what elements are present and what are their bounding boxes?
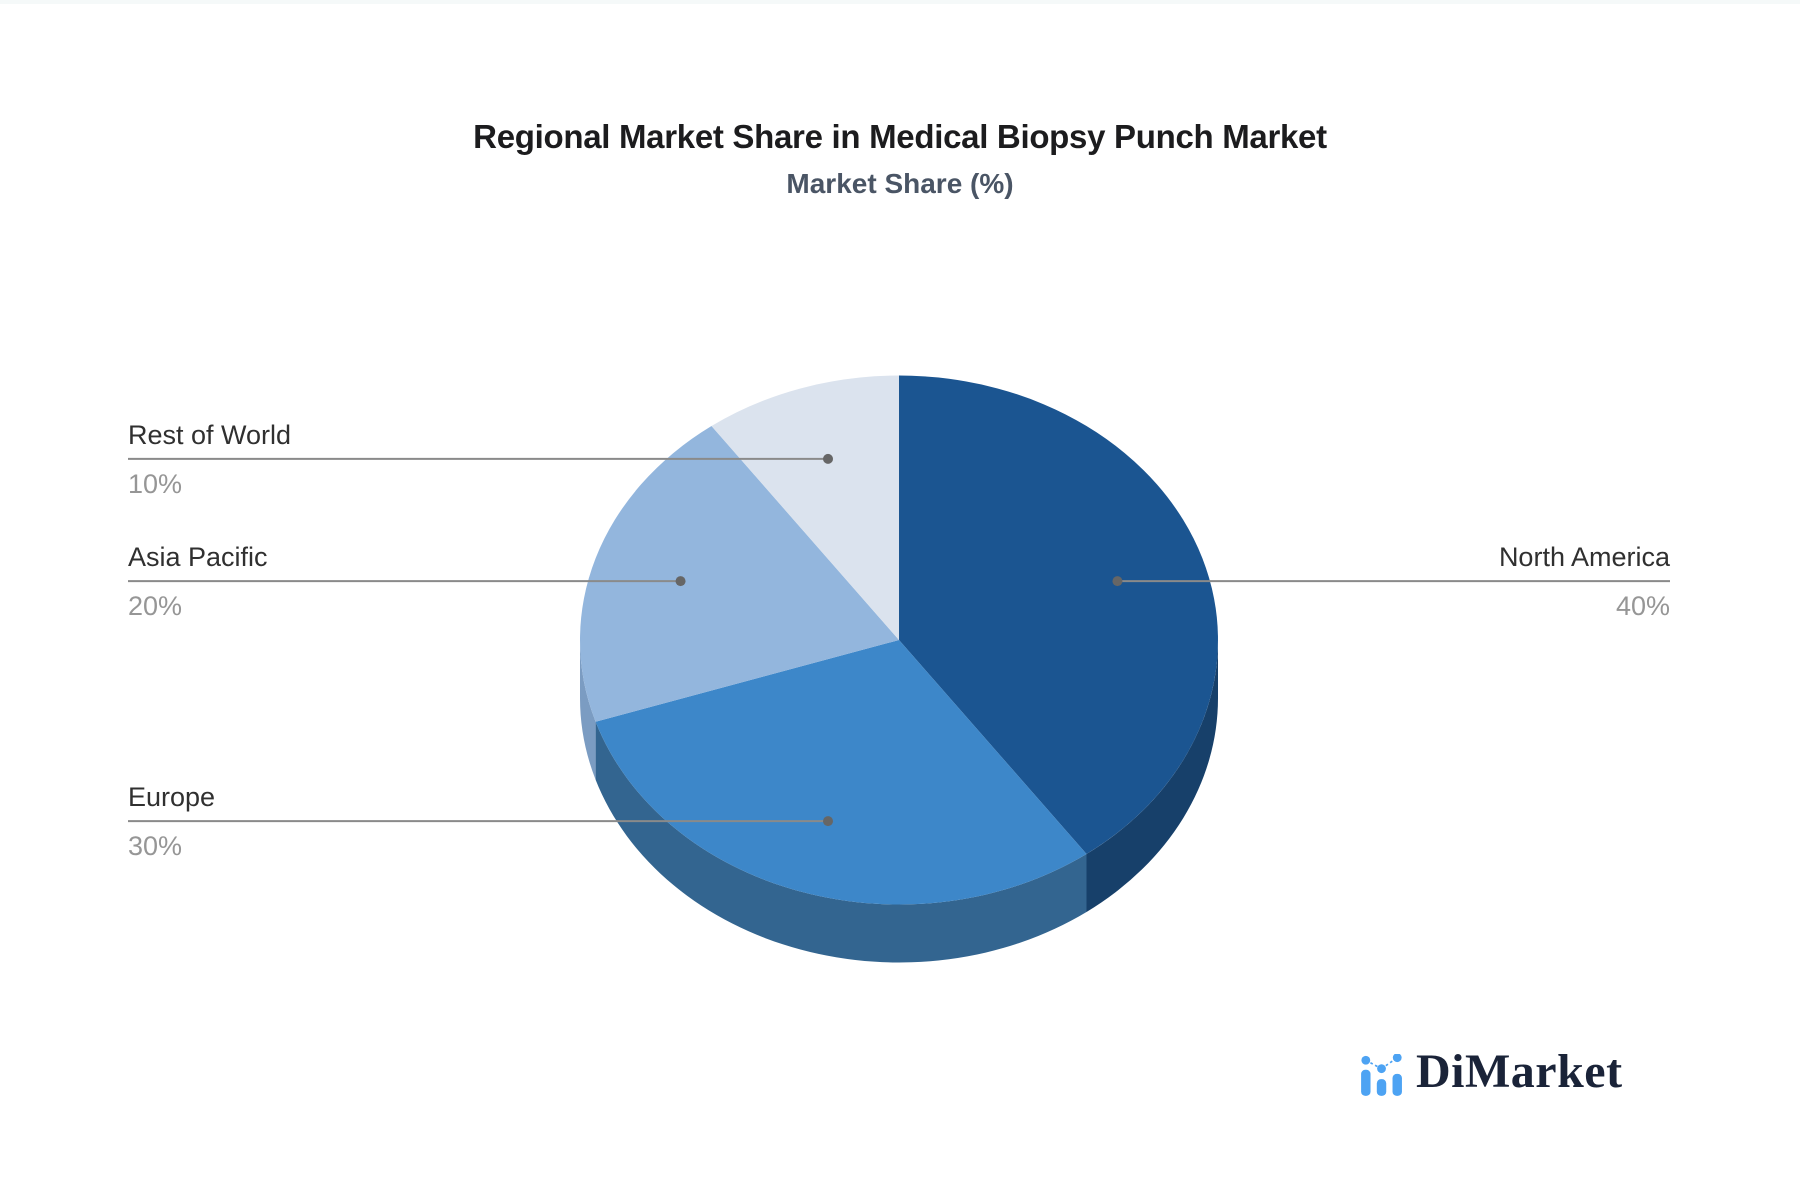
pie-slice-europe[interactable] [595,640,1087,905]
pie-slice-side-north-america [1086,640,1218,912]
slice-value-europe: 30% [128,831,183,862]
pie-slice-side-asia-pacific [580,640,596,780]
pie-slice-rest-of-world[interactable] [711,375,900,641]
window-top-edge [0,0,1800,4]
leader-dot-rest-of-world [823,453,834,464]
brand-logo: DiMarket [1358,1038,1623,1098]
leader-dot-europe [823,816,834,827]
slice-value-rest-of-world: 10% [128,468,183,499]
pie-slice-north-america[interactable] [899,375,1218,854]
slice-label-europe: Europe [128,782,216,813]
chart-subtitle: Market Share (%) [786,168,1014,199]
slice-value-north-america: 40% [1615,591,1670,622]
leader-dot-asia-pacific [675,576,686,587]
slice-label-rest-of-world: Rest of World [128,419,292,450]
pie-slice-side-europe [595,721,1087,963]
slice-value-asia-pacific: 20% [128,591,183,622]
leader-dot-north-america [1112,576,1123,587]
pie-slice-asia-pacific[interactable] [580,426,899,722]
slice-label-asia-pacific: Asia Pacific [128,542,268,573]
bar-chart-trend-icon [1361,1054,1402,1096]
chart-title: Regional Market Share in Medical Biopsy … [473,118,1327,155]
brand-name: DiMarket [1416,1045,1623,1098]
slice-label-north-america: North America [1498,542,1670,573]
